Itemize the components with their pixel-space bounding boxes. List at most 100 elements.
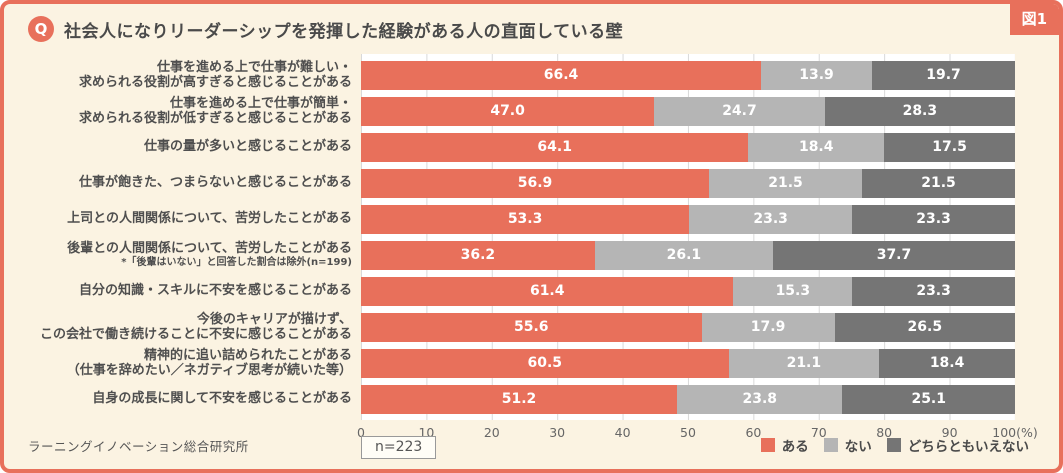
- x-axis-tick: 70: [810, 425, 827, 440]
- chart-row: 今後のキャリアが描けず、 この会社で働き続けることに不安に感じることがある 55.6…: [28, 309, 1015, 345]
- source-label: ラーニングイノベーション総合研究所: [28, 439, 249, 454]
- bar-value-label: 18.4: [929, 355, 965, 371]
- bar-segment-no: 21.1: [728, 348, 880, 378]
- legend-swatch-neither: [886, 438, 901, 452]
- chart-footer: ラーニングイノベーション総合研究所 n=223 ある ない どちらともいえない: [4, 431, 1059, 459]
- category-label-line: （仕事を辞めたい／ネガティブ思考が続いた等）: [66, 363, 352, 378]
- stacked-bar: 64.1 18.4 17.5: [361, 132, 1015, 162]
- bar-value-label: 55.6: [514, 319, 549, 335]
- x-axis-tick: 80: [876, 425, 893, 440]
- bar-value-label: 21.5: [768, 175, 803, 191]
- bar-value-label: 24.7: [722, 103, 757, 119]
- category-label-line: 自分の知識・スキルに不安を感じることがある: [78, 283, 352, 299]
- bar-segment-no: 13.9: [760, 60, 873, 90]
- figure-number-tag: 図1: [1009, 4, 1059, 35]
- bar-segment-no: 26.1: [594, 240, 773, 270]
- bar-value-label: 17.5: [932, 139, 967, 155]
- bar-value-label: 23.8: [742, 391, 778, 407]
- category-label: 上司との人間関係について、苦労したことがある: [28, 211, 361, 226]
- bar-segment-no: 23.3: [689, 204, 853, 234]
- bar-value-label: 36.2: [460, 247, 496, 263]
- category-label: 仕事を進める上で仕事が簡単・ 求められる役割が低すぎると感じることがある: [28, 96, 361, 127]
- legend: ある ない どちらともいえない: [760, 435, 1029, 455]
- bar-value-label: 51.2: [501, 391, 537, 407]
- bar-segment-neither: 28.3: [824, 96, 1015, 126]
- chart-row: 自分の知識・スキルに不安を感じることがある 61.4 15.3 23.3: [28, 273, 1015, 309]
- bar-segment-yes: 36.2: [361, 240, 595, 270]
- bar-value-label: 61.4: [529, 283, 565, 299]
- bar-value-label: 23.3: [916, 211, 951, 227]
- bar-segment-no: 23.8: [677, 384, 843, 414]
- bar-value-label: 21.1: [786, 355, 822, 371]
- bar-segment-yes: 60.5: [361, 348, 729, 378]
- legend-label: どちらともいえない: [907, 439, 1029, 455]
- bar-segment-no: 15.3: [733, 276, 853, 306]
- bar-segment-neither: 37.7: [772, 240, 1015, 270]
- chart-header: Q 社会人になりリーダーシップを発揮した経験がある人の直面している壁: [28, 16, 1059, 42]
- chart-title: 社会人になりリーダーシップを発揮した経験がある人の直面している壁: [64, 21, 624, 42]
- x-axis-tick: 100(%): [992, 425, 1038, 440]
- bar-segment-neither: 18.4: [879, 348, 1015, 378]
- question-badge-icon: Q: [28, 16, 54, 42]
- category-label: 仕事が飽きた、つまらないと感じることがある: [28, 175, 361, 190]
- bar-segment-neither: 23.3: [852, 276, 1015, 306]
- category-label: 自分の知識・スキルに不安を感じることがある: [28, 283, 361, 298]
- chart-row: 上司との人間関係について、苦労したことがある 53.3 23.3 23.3: [28, 201, 1015, 237]
- bar-value-label: 53.3: [507, 211, 543, 227]
- stacked-bar: 51.2 23.8 25.1: [361, 384, 1015, 414]
- bar-segment-yes: 56.9: [361, 168, 710, 198]
- bar-value-label: 17.9: [750, 319, 786, 335]
- category-label: 仕事の量が多いと感じることがある: [28, 139, 361, 154]
- bar-value-label: 47.0: [490, 103, 525, 119]
- chart-row: 後輩との人間関係について、苦労したことがある *「後輩はいない」と回答した割合は除…: [28, 237, 1015, 273]
- x-axis-tick: 30: [549, 425, 566, 440]
- category-label: 後輩との人間関係について、苦労したことがある *「後輩はいない」と回答した割合は除…: [28, 241, 361, 269]
- chart-row: 自身の成長に関して不安を感じることがある 51.2 23.8 25.1: [28, 381, 1015, 417]
- chart-row: 精神的に追い詰められたことがある （仕事を辞めたい／ネガティブ思考が続いた等） 60…: [28, 345, 1015, 381]
- category-footnote: *「後輩はいない」と回答した割合は除外(n=199): [121, 257, 352, 269]
- bar-segment-neither: 17.5: [884, 132, 1015, 162]
- stacked-bar: 53.3 23.3 23.3: [361, 204, 1015, 234]
- stacked-bar: 66.4 13.9 19.7: [361, 60, 1015, 90]
- bar-value-label: 15.3: [775, 283, 811, 299]
- bar-value-label: 56.9: [517, 175, 553, 191]
- category-label-line: 自身の成長に関して不安を感じることがある: [92, 391, 352, 407]
- legend-label: ない: [844, 439, 872, 455]
- bar-segment-yes: 47.0: [361, 96, 655, 126]
- bar-value-label: 18.4: [798, 139, 834, 155]
- category-label: 自身の成長に関して不安を感じることがある: [28, 391, 361, 406]
- plot-rows: 仕事を進める上で仕事が難しい・ 求められる役割が高すぎると感じることがある 66.4…: [28, 54, 1016, 420]
- category-label-line: 仕事を進める上で仕事が難しい・: [156, 59, 352, 75]
- bar-value-label: 23.3: [753, 211, 788, 227]
- bar-segment-no: 17.9: [701, 312, 835, 342]
- legend-item: ない: [823, 435, 872, 455]
- bar-value-label: 37.7: [876, 247, 912, 263]
- bar-value-label: 26.1: [666, 247, 702, 263]
- stacked-bar: 36.2 26.1 37.7: [361, 240, 1015, 270]
- stacked-bar: 60.5 21.1 18.4: [361, 348, 1015, 378]
- bar-value-label: 19.7: [926, 67, 961, 83]
- bar-segment-no: 21.5: [709, 168, 863, 198]
- x-axis-tick: 20: [483, 425, 500, 440]
- legend-item: どちらともいえない: [886, 435, 1029, 455]
- category-label: 精神的に追い詰められたことがある （仕事を辞めたい／ネガティブ思考が続いた等）: [28, 348, 361, 379]
- category-label-line: 仕事を進める上で仕事が簡単・: [169, 95, 352, 111]
- bar-segment-no: 18.4: [748, 132, 885, 162]
- chart-row: 仕事を進める上で仕事が簡単・ 求められる役割が低すぎると感じることがある 47.0 2…: [28, 93, 1015, 129]
- bar-value-label: 21.5: [921, 175, 956, 191]
- category-label-line: 上司との人間関係について、苦労したことがある: [67, 211, 352, 227]
- bar-value-label: 66.4: [543, 67, 579, 83]
- legend-swatch-no: [823, 438, 838, 452]
- bar-segment-neither: 23.3: [852, 204, 1015, 234]
- bar-segment-yes: 61.4: [361, 276, 734, 306]
- bar-segment-yes: 53.3: [361, 204, 690, 234]
- bar-value-label: 64.1: [537, 139, 572, 155]
- x-axis-tick: 40: [614, 425, 631, 440]
- bar-value-label: 28.3: [902, 103, 938, 119]
- bar-segment-neither: 19.7: [872, 60, 1015, 90]
- legend-item: ある: [760, 435, 809, 455]
- sample-size-badge: n=223: [361, 436, 437, 459]
- x-axis-tick: 90: [941, 425, 958, 440]
- bar-segment-yes: 51.2: [361, 384, 678, 414]
- category-label-line: 求められる役割が低すぎると感じることがある: [78, 111, 352, 126]
